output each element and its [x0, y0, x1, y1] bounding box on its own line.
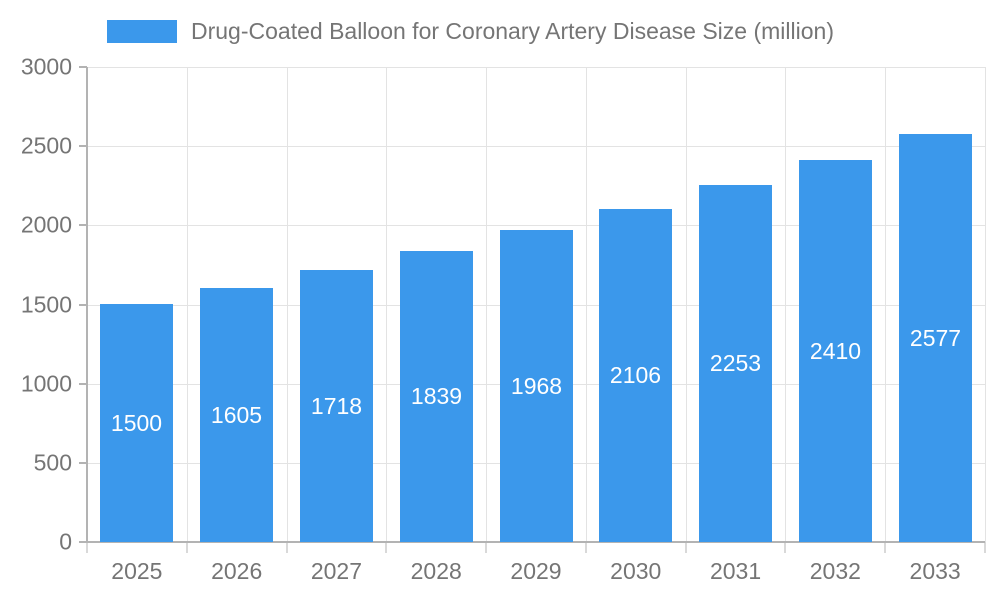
- bar[interactable]: 1968: [500, 230, 573, 542]
- x-tick-label: 2032: [809, 558, 861, 584]
- y-axis-tick: [79, 66, 87, 68]
- x-tick-label: 2028: [410, 558, 462, 584]
- bar-value-label: 1500: [110, 409, 163, 436]
- bar-value-label: 2253: [709, 350, 762, 376]
- bar-value-label: 2577: [909, 324, 962, 351]
- bar[interactable]: 1500: [100, 304, 173, 542]
- x-tick-label: 2026: [211, 558, 263, 584]
- x-gridline: [686, 67, 687, 542]
- bar[interactable]: 1605: [200, 288, 273, 542]
- y-axis-tick: [79, 462, 87, 464]
- y-tick-label: 1000: [20, 370, 72, 397]
- bar[interactable]: 2577: [899, 134, 972, 542]
- y-tick-label: 3000: [20, 53, 72, 80]
- x-tick-label: 2025: [111, 558, 163, 584]
- x-axis-line: [86, 541, 985, 543]
- x-axis-tick: [86, 542, 88, 553]
- x-gridline: [785, 67, 786, 542]
- x-gridline: [985, 67, 986, 542]
- x-tick-label: 2027: [310, 558, 363, 584]
- x-gridline: [885, 67, 886, 542]
- y-tick-label: 0: [59, 528, 72, 555]
- y-tick-label: 1500: [20, 291, 72, 318]
- x-gridline: [486, 67, 487, 542]
- bar[interactable]: 2410: [799, 160, 872, 542]
- x-axis-tick: [685, 542, 687, 553]
- y-axis-tick: [79, 145, 87, 147]
- x-tick-label: 2031: [709, 558, 762, 584]
- x-gridline: [187, 67, 188, 542]
- y-axis-tick: [79, 541, 87, 543]
- x-tick-label: 2030: [610, 558, 662, 584]
- bar[interactable]: 2253: [699, 185, 772, 542]
- bar[interactable]: 2106: [599, 209, 672, 542]
- bar-value-label: 1718: [310, 392, 363, 419]
- y-gridline: [87, 67, 985, 68]
- y-tick-label: 2500: [20, 132, 72, 159]
- y-gridline: [87, 225, 985, 226]
- y-tick-label: 500: [33, 449, 72, 476]
- x-gridline: [287, 67, 288, 542]
- y-axis-tick: [79, 383, 87, 385]
- bar[interactable]: 1839: [400, 251, 473, 542]
- x-axis-tick: [984, 542, 986, 553]
- y-axis-tick: [79, 304, 87, 306]
- y-gridline: [87, 146, 985, 147]
- x-axis-tick: [585, 542, 587, 553]
- bar-value-label: 1968: [510, 372, 563, 399]
- x-axis-tick: [385, 542, 387, 553]
- legend-swatch: [107, 19, 177, 43]
- x-axis-tick: [186, 542, 188, 553]
- x-tick-label: 2029: [510, 558, 562, 584]
- x-gridline: [586, 67, 587, 542]
- bar[interactable]: 1718: [300, 270, 373, 542]
- bar-value-label: 1605: [210, 401, 263, 428]
- x-axis-tick: [286, 542, 288, 553]
- x-gridline: [386, 67, 387, 542]
- x-axis-tick: [784, 542, 786, 553]
- x-axis-tick: [485, 542, 487, 553]
- bar-value-label: 2106: [609, 362, 662, 388]
- x-axis-tick: [884, 542, 886, 553]
- y-axis-line: [86, 67, 88, 542]
- y-tick-label: 2000: [20, 211, 72, 238]
- x-tick-label: 2033: [909, 558, 961, 584]
- legend: Drug-Coated Balloon for Coronary Artery …: [107, 17, 834, 45]
- chart-title: Drug-Coated Balloon for Coronary Artery …: [191, 17, 834, 44]
- y-axis-tick: [79, 224, 87, 226]
- bar-value-label: 1839: [410, 383, 463, 409]
- bar-value-label: 2410: [809, 337, 862, 364]
